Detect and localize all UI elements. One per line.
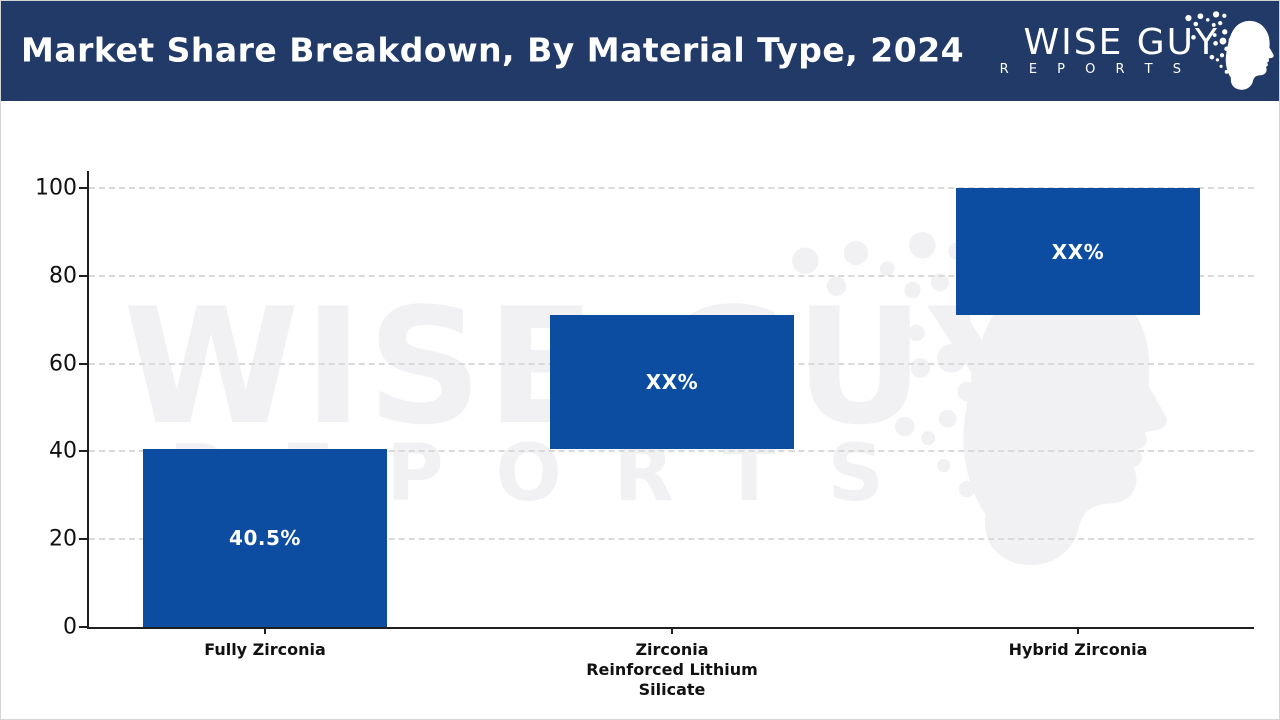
y-axis-tick-label: 40: [49, 438, 77, 464]
x-axis-line: [87, 627, 1254, 629]
bar-3: [956, 188, 1200, 316]
x-axis-category-label: Zirconia Reinforced Lithium Silicate: [502, 640, 842, 700]
x-axis-tick: [671, 627, 673, 634]
x-axis-category-line: Reinforced Lithium: [586, 660, 758, 679]
x-axis-tick: [1077, 627, 1079, 634]
logo-dotted-face-icon: [1185, 11, 1274, 90]
watermark-dotted-face-icon: [792, 231, 1167, 566]
header-bar: Market Share Breakdown, By Material Type…: [1, 1, 1279, 101]
y-axis-tick: [79, 362, 87, 365]
gridline-y-20: [89, 538, 1254, 541]
y-axis-tick-label: 100: [35, 175, 77, 201]
gridline-y-100: [89, 187, 1254, 189]
y-axis-line: [87, 171, 89, 629]
x-axis-category-line: Silicate: [638, 680, 706, 699]
y-axis-tick: [79, 274, 87, 277]
y-axis-tick-label: 60: [49, 351, 77, 377]
bar-value-label: XX%: [1051, 239, 1105, 264]
wise-guy-reports-logo: WISE GUY R E P O R T S: [1000, 1, 1279, 101]
bar-value-label: XX%: [645, 370, 699, 395]
y-axis-tick-label: 0: [63, 614, 77, 640]
x-axis-tick: [264, 627, 266, 634]
logo-reports-text: R E P O R T S: [999, 62, 1189, 77]
bar-2: [550, 315, 794, 450]
x-axis-category-label: Fully Zirconia: [95, 640, 435, 660]
x-axis-category-line: Fully Zirconia: [204, 640, 326, 659]
y-axis-tick-label: 80: [49, 263, 77, 289]
bar-1: [143, 449, 387, 627]
gridline-y-40: [89, 450, 1254, 453]
x-axis-category-line: Zirconia: [635, 640, 709, 659]
x-axis-category-line: Hybrid Zirconia: [1008, 640, 1148, 659]
y-axis-tick: [79, 626, 87, 628]
y-axis-tick: [79, 538, 87, 541]
x-axis-category-label: Hybrid Zirconia: [908, 640, 1248, 660]
y-axis-tick-label: 20: [49, 526, 77, 552]
page-title: Market Share Breakdown, By Material Type…: [21, 30, 965, 70]
logo-wordmark: WISE GUY: [1023, 22, 1219, 63]
bar-value-label: 40.5%: [229, 526, 301, 551]
gridline-y-80: [89, 274, 1254, 277]
y-axis-tick: [79, 450, 87, 453]
y-axis-tick: [79, 187, 87, 189]
